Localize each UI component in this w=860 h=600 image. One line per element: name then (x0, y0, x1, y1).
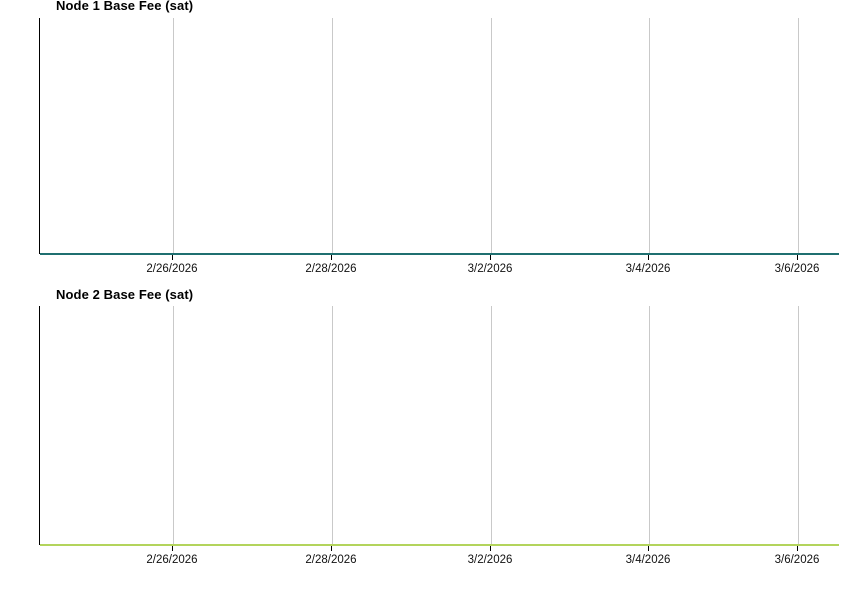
gridline-x-5 (798, 306, 799, 544)
gridline-x-3 (491, 18, 492, 253)
gridline-x-2 (332, 306, 333, 544)
x-tick-label-node-2-0: 2/26/2026 (146, 554, 198, 566)
x-tick-mark-4 (648, 546, 649, 551)
x-tick-mark-3 (490, 546, 491, 551)
x-tick-label-node-2-4: 3/6/2026 (774, 554, 820, 566)
chart-title-node-1: Node 1 Base Fee (sat) (56, 0, 194, 13)
x-tick-mark-4 (648, 255, 649, 260)
x-tick-label-node-1-0: 2/26/2026 (146, 263, 198, 275)
gridline-x-1 (173, 18, 174, 253)
series-line-node-1 (40, 253, 839, 255)
gridline-x-3 (491, 306, 492, 544)
gridline-x-4 (649, 18, 650, 253)
chart-panel-node-2: Node 2 Base Fee (sat) 2/26/2026 2/28/202… (0, 285, 860, 600)
chart-panel-node-1: Node 1 Base Fee (sat) 2/26/2026 2/28/202… (0, 0, 860, 285)
x-tick-mark-5 (797, 546, 798, 551)
x-tick-label-node-2-2: 3/2/2026 (467, 554, 513, 566)
x-axis-node-2: 2/26/2026 2/28/2026 3/2/2026 3/4/2026 3/… (0, 546, 860, 566)
x-tick-label-node-1-1: 2/28/2026 (305, 263, 357, 275)
x-axis-node-1: 2/26/2026 2/28/2026 3/2/2026 3/4/2026 3/… (0, 255, 860, 275)
x-tick-mark-2 (331, 546, 332, 551)
gridline-x-1 (173, 306, 174, 544)
chart-title-node-2: Node 2 Base Fee (sat) (56, 287, 194, 302)
x-tick-label-node-2-3: 3/4/2026 (625, 554, 671, 566)
x-tick-mark-5 (797, 255, 798, 260)
gridline-x-2 (332, 18, 333, 253)
gridline-x-5 (798, 18, 799, 253)
x-tick-mark-1 (172, 255, 173, 260)
plot-area-node-1 (39, 18, 839, 254)
x-tick-label-node-1-2: 3/2/2026 (467, 263, 513, 275)
x-tick-mark-1 (172, 546, 173, 551)
gridline-x-4 (649, 306, 650, 544)
x-tick-label-node-1-3: 3/4/2026 (625, 263, 671, 275)
x-tick-mark-2 (331, 255, 332, 260)
x-tick-label-node-2-1: 2/28/2026 (305, 554, 357, 566)
x-tick-mark-3 (490, 255, 491, 260)
series-line-node-2 (40, 544, 839, 546)
plot-area-node-2 (39, 306, 839, 545)
x-tick-label-node-1-4: 3/6/2026 (774, 263, 820, 275)
